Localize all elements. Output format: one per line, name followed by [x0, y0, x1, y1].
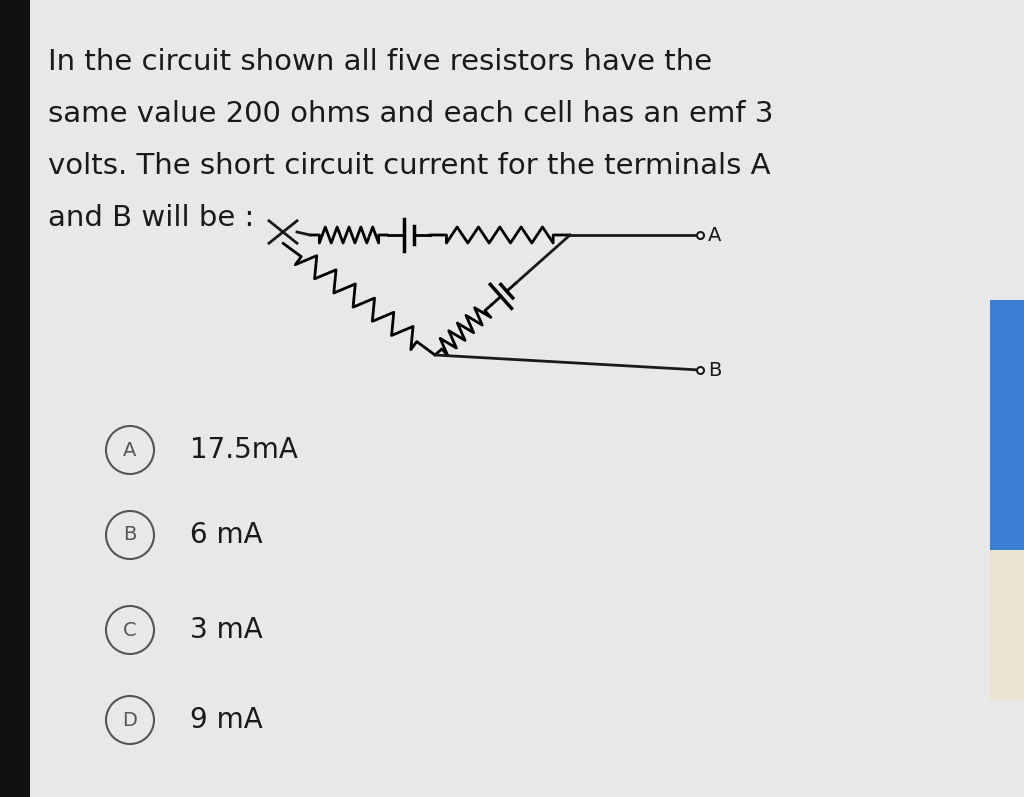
- Polygon shape: [0, 0, 30, 797]
- Text: same value 200 ohms and each cell has an emf 3: same value 200 ohms and each cell has an…: [48, 100, 773, 128]
- Text: 9 mA: 9 mA: [190, 706, 263, 734]
- Text: B: B: [123, 525, 136, 544]
- Text: 6 mA: 6 mA: [190, 521, 262, 549]
- Text: A: A: [708, 226, 721, 245]
- Text: In the circuit shown all five resistors have the: In the circuit shown all five resistors …: [48, 48, 712, 76]
- Text: C: C: [123, 621, 137, 639]
- Text: 17.5mA: 17.5mA: [190, 436, 298, 464]
- Polygon shape: [990, 550, 1024, 700]
- Text: B: B: [708, 360, 721, 379]
- Text: and B will be :: and B will be :: [48, 204, 254, 232]
- Text: D: D: [123, 710, 137, 729]
- Text: A: A: [123, 441, 136, 460]
- Polygon shape: [990, 300, 1024, 550]
- Text: 3 mA: 3 mA: [190, 616, 263, 644]
- Text: volts. The short circuit current for the terminals A: volts. The short circuit current for the…: [48, 152, 770, 180]
